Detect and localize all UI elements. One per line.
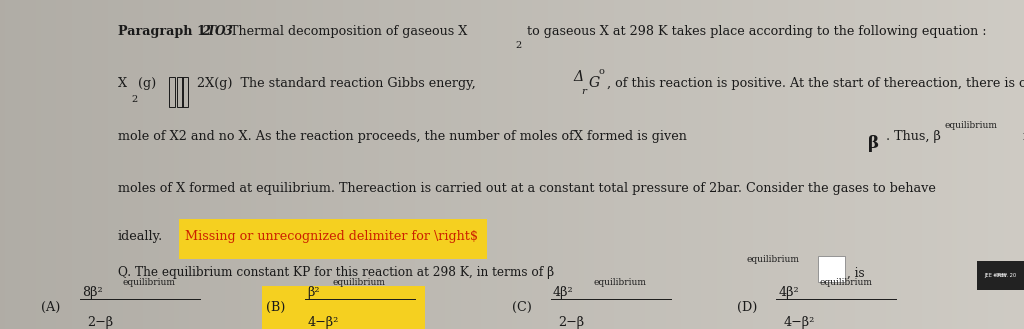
Text: β²: β² [307, 286, 319, 299]
Text: is the number of: is the number of [1019, 130, 1024, 143]
Bar [169, 77, 174, 107]
Text: 2: 2 [131, 95, 137, 104]
Text: (g): (g) [138, 77, 161, 90]
Text: , of this reaction is positive. At the start of thereaction, there is one: , of this reaction is positive. At the s… [603, 77, 1024, 90]
Text: G: G [589, 76, 600, 90]
Bar [182, 77, 188, 107]
FancyBboxPatch shape [977, 261, 1024, 290]
FancyBboxPatch shape [818, 256, 845, 282]
Text: o: o [598, 67, 604, 76]
Text: 2−β: 2−β [87, 316, 114, 329]
Text: equilibrium: equilibrium [123, 278, 176, 287]
Text: 2: 2 [201, 25, 210, 38]
Text: 3: 3 [224, 25, 233, 38]
Text: 2: 2 [515, 41, 521, 50]
Text: 8β²: 8β² [82, 286, 102, 299]
Text: equilibrium: equilibrium [333, 278, 386, 287]
Text: Q. The equilibrium constant KP for this reaction at 298 K, in terms of β: Q. The equilibrium constant KP for this … [118, 266, 554, 279]
Text: . Thus, β: . Thus, β [886, 130, 941, 143]
Text: (D): (D) [737, 301, 758, 314]
Text: X: X [118, 77, 127, 90]
Text: 2X(g)  The standard reaction Gibbs energy,: 2X(g) The standard reaction Gibbs energy… [193, 77, 479, 90]
Text: Missing or unrecognized delimiter for \right$: Missing or unrecognized delimiter for \r… [185, 230, 478, 243]
Bar [177, 77, 183, 107]
Text: equilibrium: equilibrium [819, 278, 872, 287]
Text: β: β [868, 135, 880, 152]
Text: (A): (A) [41, 301, 60, 314]
Text: equilibrium: equilibrium [594, 278, 647, 287]
Text: 4β²: 4β² [553, 286, 573, 299]
Text: mole of X2 and no X. As the reaction proceeds, the number of moles of​X formed i: mole of X2 and no X. As the reaction pro… [118, 130, 690, 143]
Text: 4−β²: 4−β² [783, 316, 815, 329]
Text: 4β²: 4β² [778, 286, 799, 299]
Text: 4−β²: 4−β² [307, 316, 339, 329]
FancyBboxPatch shape [179, 219, 487, 259]
Text: (B): (B) [266, 301, 286, 314]
Text: equilibrium: equilibrium [944, 121, 997, 130]
Text: 2−β: 2−β [558, 316, 585, 329]
Text: (C): (C) [512, 301, 531, 314]
Text: Paragraph 1: Paragraph 1 [118, 25, 210, 38]
Text: JEE - Adv. 20: JEE - Adv. 20 [984, 273, 1017, 278]
FancyBboxPatch shape [262, 286, 425, 329]
Text: moles of X formed at equilibrium. Thereaction is carried out at a constant total: moles of X formed at equilibrium. Therea… [118, 183, 936, 195]
Text: to gaseous X at 298 K takes place according to the following equation :: to gaseous X at 298 K takes place accord… [523, 25, 987, 38]
Text: equilibrium: equilibrium [746, 255, 800, 264]
Text: Δ: Δ [573, 70, 584, 84]
Text: #ffffff: #ffffff [993, 273, 1008, 278]
Text: ideally.: ideally. [118, 230, 163, 243]
Text: r: r [582, 87, 587, 96]
Text: TO: TO [207, 25, 226, 38]
Text: , is: , is [847, 266, 864, 279]
Text: Thermal decomposition of gaseous X: Thermal decomposition of gaseous X [230, 25, 468, 38]
